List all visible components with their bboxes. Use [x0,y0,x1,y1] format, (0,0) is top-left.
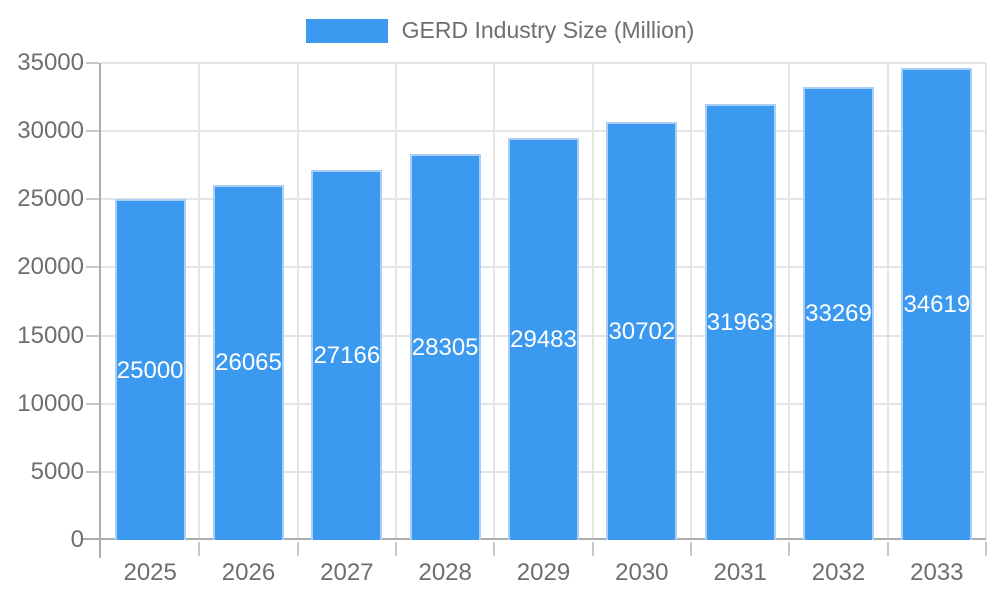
bar-2025[interactable]: 25000 [114,199,186,540]
x-axis-label: 2026 [221,559,276,586]
gridline-vertical [493,63,496,540]
x-axis-tick [788,542,791,556]
legend-label: GERD Industry Size (Million) [401,17,695,43]
gridline-vertical [395,63,397,540]
x-axis-label: 2027 [320,559,374,586]
bar-2026[interactable]: 26065 [213,184,284,540]
y-axis-label: 5000 [30,457,84,485]
y-axis-label: 35000 [17,49,84,76]
bar-value-label: 25000 [116,356,184,384]
gridline-vertical [886,63,889,540]
y-axis-label: 15000 [17,321,84,349]
bar-value-label: 30702 [608,317,676,345]
legend[interactable]: GERD Industry Size (Million) [0,17,1000,44]
bar-value-label: 33269 [805,300,872,328]
y-axis-label: 10000 [17,389,84,417]
y-axis-tick [86,266,99,269]
bar-value-label: 26065 [215,349,282,377]
y-axis-label: 20000 [17,253,84,281]
x-axis-tick [886,542,889,556]
bar-value-label: 27166 [313,341,381,369]
plot-area: 0 5000 10000 15000 20000 25000 30000 35000 25000… [17,49,987,586]
bar-value-label: 29483 [510,326,577,354]
legend-swatch [305,18,388,43]
y-axis-tick [86,62,99,64]
y-axis-label: 30000 [17,117,84,145]
x-axis-tick [493,542,496,556]
gridline-vertical [296,63,299,540]
gridline-horizontal [101,130,986,133]
gridline-vertical [690,63,692,540]
x-axis-label: 2025 [123,559,177,586]
bar-2032[interactable]: 33269 [803,86,874,540]
x-axis-tick [985,542,987,556]
bar-value-label: 34619 [903,291,971,319]
bar-2031[interactable]: 31963 [704,104,776,540]
y-axis-tick [86,470,99,473]
y-axis-tick [86,130,99,133]
y-axis-tick [86,198,99,201]
gridline-horizontal [101,62,986,64]
x-axis-label: 2028 [418,559,472,586]
gridline-vertical [985,63,987,540]
gridline-vertical [788,63,791,540]
x-axis-label: 2029 [516,559,571,586]
gridline-vertical [198,63,201,540]
bar-2027[interactable]: 27166 [311,169,383,540]
x-axis-label: 2033 [910,559,964,586]
x-axis-label: 2030 [615,559,669,586]
y-axis-tick [86,402,99,405]
bar-2029[interactable]: 29483 [508,138,579,540]
x-axis-tick [591,542,594,556]
x-axis-label: 2032 [811,559,866,586]
bar-value-label: 28305 [411,334,479,362]
bar-2033[interactable]: 34619 [901,68,973,540]
x-axis-tick [395,542,397,556]
y-axis-label: 0 [70,526,84,553]
bar-value-label: 31963 [706,309,774,337]
y-axis-line [99,63,101,558]
x-axis-label: 2031 [713,559,767,586]
bar-2028[interactable]: 28305 [409,154,481,540]
x-axis-tick [198,542,201,556]
x-axis-tick [690,542,692,556]
gridline-vertical [591,63,594,540]
y-axis-label: 25000 [17,185,84,213]
bar-2030[interactable]: 30702 [606,121,678,540]
x-axis-tick [296,542,299,556]
y-axis-tick [86,334,99,337]
